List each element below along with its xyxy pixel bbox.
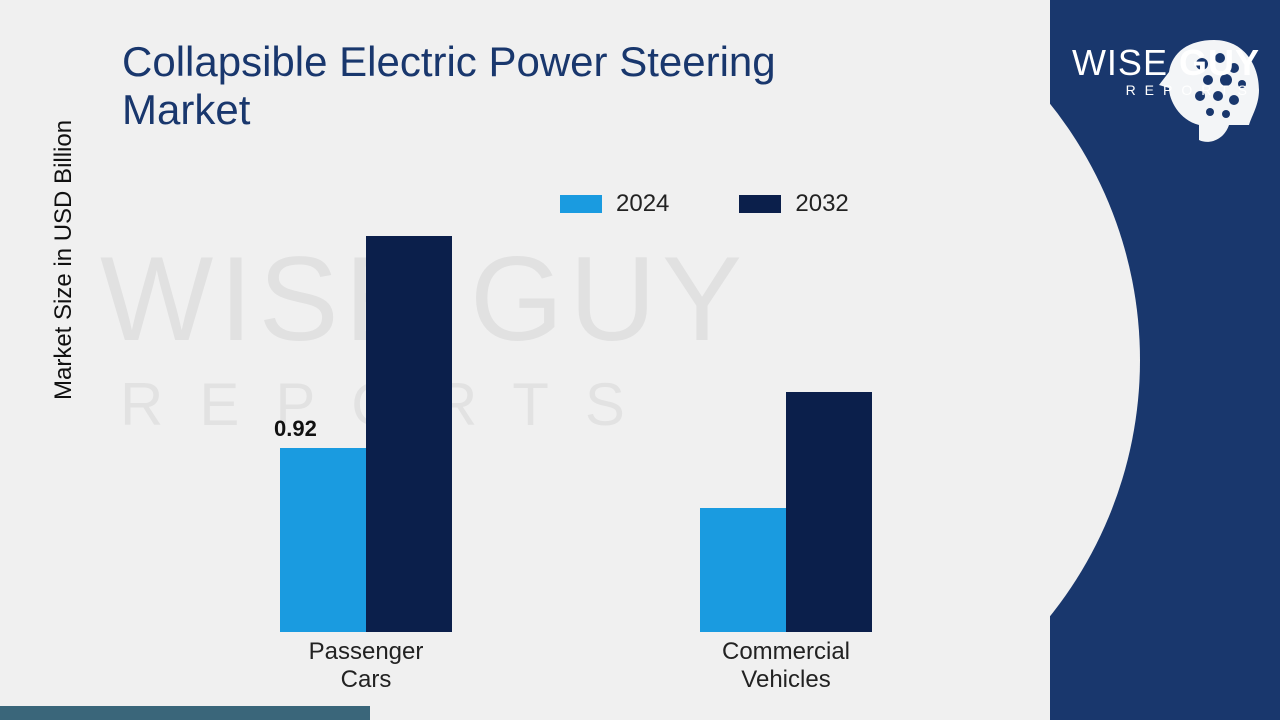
legend-swatch-2032 bbox=[739, 195, 781, 213]
plot-area: 0.92 PassengerCars CommercialVehicles bbox=[100, 232, 970, 632]
legend: 2024 2032 bbox=[560, 190, 849, 218]
bar-passenger-2024 bbox=[280, 448, 366, 632]
legend-label-2024: 2024 bbox=[616, 190, 669, 218]
legend-label-2032: 2032 bbox=[795, 190, 848, 218]
brand-word-2: GUY bbox=[1179, 42, 1260, 83]
y-axis-label: Market Size in USD Billion bbox=[50, 120, 78, 400]
brand-logo-main: WISE GUY bbox=[1072, 42, 1260, 84]
bar-group-passenger-cars: 0.92 PassengerCars bbox=[280, 232, 452, 632]
x-label-commercial-vehicles: CommercialVehicles bbox=[700, 638, 872, 693]
legend-item-2024: 2024 bbox=[560, 190, 669, 218]
bar-passenger-2032 bbox=[366, 236, 452, 632]
brand-logo: WISE GUY REPORTS bbox=[1072, 42, 1260, 98]
x-label-passenger-cars: PassengerCars bbox=[280, 638, 452, 693]
brand-logo-sub: REPORTS bbox=[1072, 82, 1260, 98]
bar-commercial-2024 bbox=[700, 508, 786, 632]
brand-word-1: WISE bbox=[1072, 42, 1168, 83]
legend-swatch-2024 bbox=[560, 195, 602, 213]
page-root: WISE GUY REPORTS Collapsible Electric Po… bbox=[0, 0, 1280, 720]
bar-commercial-2032 bbox=[786, 392, 872, 632]
chart-title: Collapsible Electric Power Steering Mark… bbox=[122, 38, 842, 135]
bar-label-passenger-2024: 0.92 bbox=[274, 416, 317, 442]
bar-group-commercial-vehicles: CommercialVehicles bbox=[700, 232, 872, 632]
legend-item-2032: 2032 bbox=[739, 190, 848, 218]
bottom-accent-bar bbox=[0, 706, 370, 720]
